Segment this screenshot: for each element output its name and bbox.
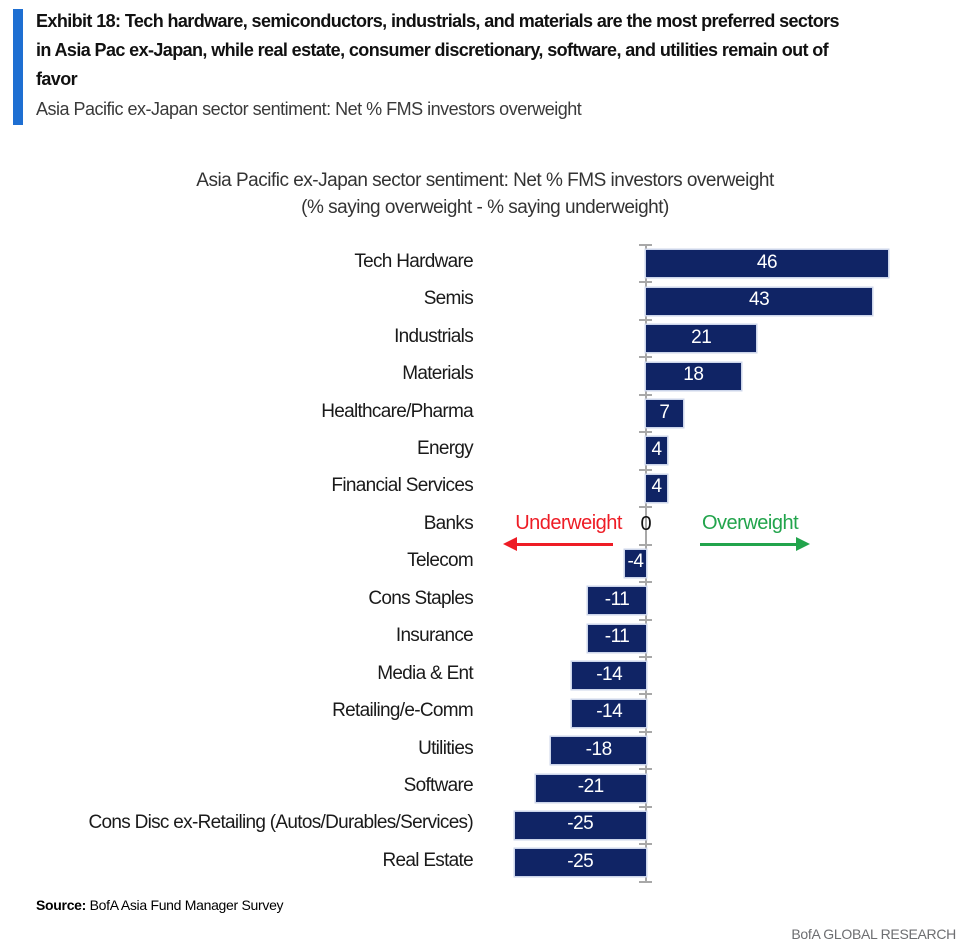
axis-tick [639,880,652,883]
chart-title: Asia Pacific ex-Japan sector sentiment: … [196,170,774,191]
axis-tick [639,393,652,396]
arrow-shaft [514,542,613,546]
category-label: Utilities [418,737,474,759]
bar-value-label: -11 [604,626,630,648]
category-label: Insurance [395,625,474,647]
brand-footer: BofA GLOBAL RESEARCH [791,926,956,942]
category-label: Industrials [394,325,474,347]
bar-value-label: -14 [596,701,623,723]
bar [624,549,646,577]
bar-value-label: -25 [567,813,594,835]
source-text: BofA Asia Fund Manager Survey [86,897,284,913]
bar-value-label: 21 [691,326,712,348]
chart-subtitle: (% saying overweight - % saying underwei… [301,197,669,218]
category-label: Financial Services [331,475,473,497]
bar [646,400,683,428]
source-line: Source: BofA Asia Fund Manager Survey [36,897,284,913]
overweight-label: Overweight [702,511,799,534]
category-label: Semis [423,288,474,310]
underweight-label: Underweight [515,511,622,534]
bar-value-label: -25 [567,850,594,872]
category-label: Healthcare/Pharma [321,400,473,422]
category-label: Retailing/e-Comm [332,700,474,722]
bar [646,325,757,353]
value-axis [645,244,647,883]
axis-tick [639,506,652,509]
bar-value-label: -14 [596,663,623,685]
arrow-shaft [700,542,799,546]
category-label: Software [403,775,474,797]
exhibit-title-line-3: favor [36,69,78,89]
category-label: Real Estate [382,849,473,871]
category-label: Banks [423,512,474,534]
underweight-arrow-icon [503,536,613,551]
axis-tick [639,468,652,471]
category-label: Media & Ent [377,662,474,684]
bar-value-label: 7 [659,401,670,423]
axis-tick [639,431,652,434]
bar [588,587,646,615]
category-label: Materials [402,363,473,385]
bar-value-label: 43 [749,289,770,311]
bar [514,849,646,877]
chart-title-block: Asia Pacific ex-Japan sector sentiment: … [0,167,970,221]
bar [646,250,888,278]
category-label: Tech Hardware [354,250,473,272]
bar [646,437,668,465]
bar [535,774,646,802]
bar [572,662,646,690]
axis-tick [639,543,652,546]
bar [646,362,741,390]
bar-value-label: -18 [585,738,612,760]
axis-tick [639,805,652,808]
category-label: Cons Staples [368,587,473,609]
axis-tick [639,356,652,359]
header-accent-bar [13,9,23,125]
bar-value-label: -11 [604,588,630,610]
bar [572,699,646,727]
bar-value-label: 4 [651,438,662,460]
exhibit-title-line-1: Exhibit 18: Tech hardware, semiconductor… [36,11,840,31]
plot-area: Tech Hardware 46 Semis 43 Industrials 21 Mater… [0,244,970,883]
bar [551,737,646,765]
zero-value-label: 0 [640,512,652,535]
bar [646,287,873,315]
exhibit-subtitle: Asia Pacific ex-Japan sector sentiment: … [36,99,582,119]
category-label: Telecom [407,550,474,572]
axis-tick [639,730,652,733]
axis-tick [639,618,652,621]
arrow-head [796,536,810,551]
axis-tick [639,843,652,846]
bar [646,474,668,502]
exhibit-header: Exhibit 18: Tech hardware, semiconductor… [36,7,961,123]
axis-tick [639,581,652,584]
axis-tick [639,655,652,658]
arrow-head [503,536,517,551]
bar [588,624,646,652]
axis-tick [639,693,652,696]
axis-tick [639,318,652,321]
overweight-arrow-icon [700,536,810,551]
bar-value-label: -21 [577,776,604,798]
bar [514,811,646,839]
axis-tick [639,768,652,771]
bar-value-label: 4 [651,476,662,498]
axis-tick [639,281,652,284]
axis-tick [639,244,652,246]
bar-value-label: 18 [683,364,704,386]
exhibit-title-line-2: in Asia Pac ex-Japan, while real estate,… [36,40,829,60]
bar-value-label: 46 [756,251,778,273]
source-label: Source: [36,897,87,913]
category-label: Cons Disc ex-Retailing (Autos/Durables/S… [88,812,473,834]
bar-value-label: -4 [627,551,644,573]
category-label: Energy [416,437,474,459]
